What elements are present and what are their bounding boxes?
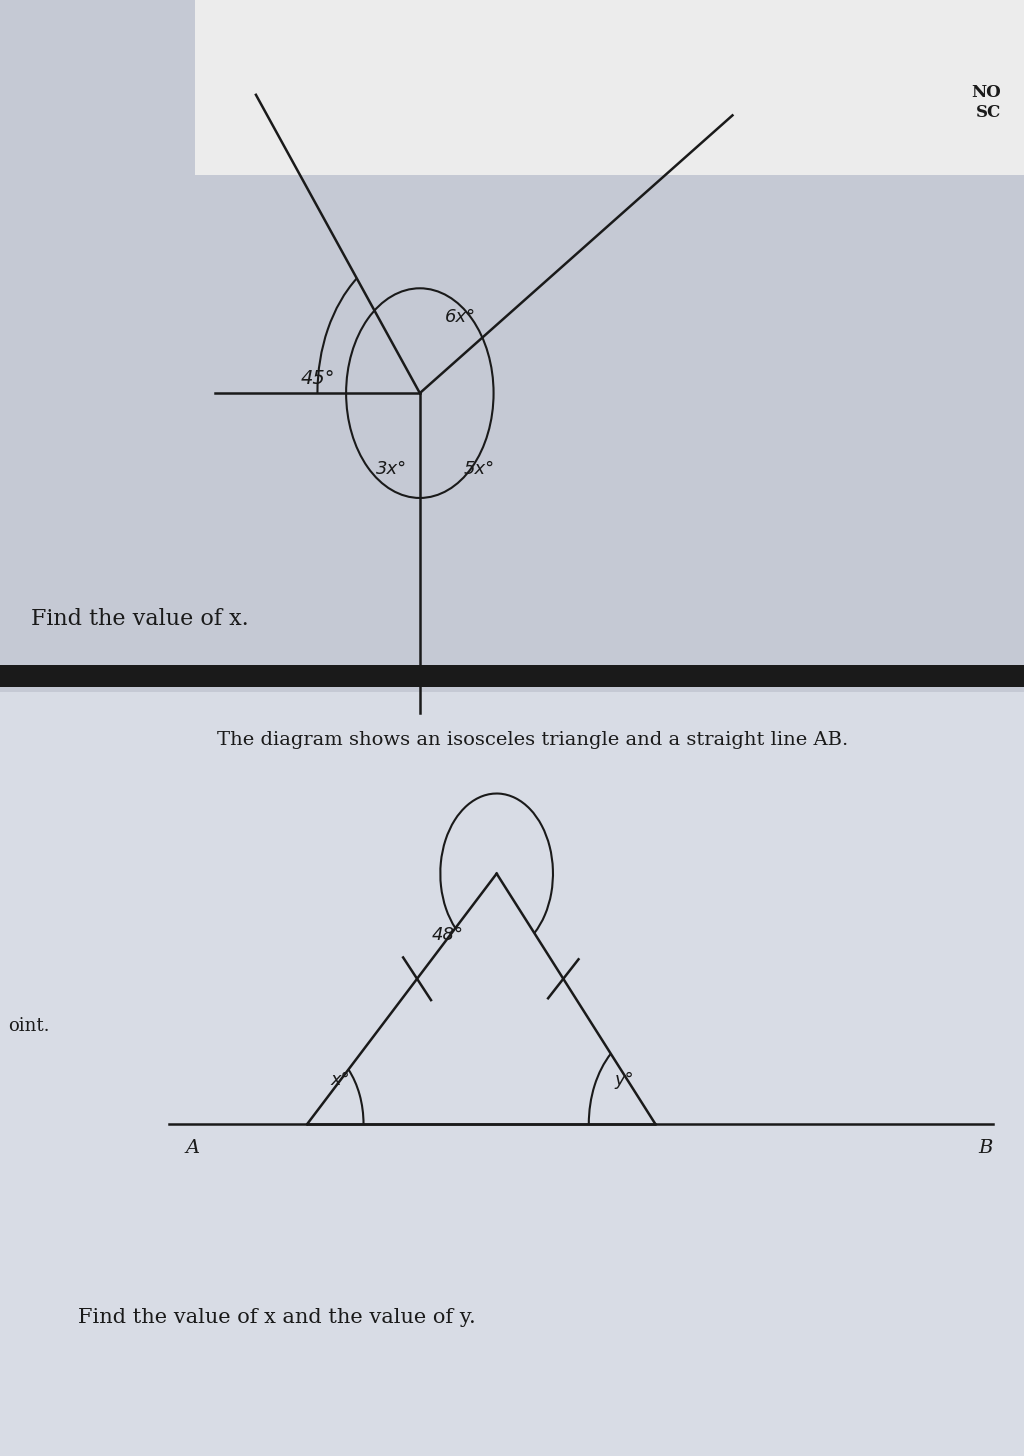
Text: 48°: 48° xyxy=(431,926,464,943)
Text: y°: y° xyxy=(614,1072,635,1089)
Text: A: A xyxy=(185,1139,200,1156)
Text: B: B xyxy=(978,1139,992,1156)
Text: x°: x° xyxy=(330,1072,350,1089)
Text: 6x°: 6x° xyxy=(445,309,476,326)
Bar xyxy=(0,692,1024,1456)
Text: 45°: 45° xyxy=(300,368,335,389)
Text: Find the value of x.: Find the value of x. xyxy=(31,607,249,630)
Text: 5x°: 5x° xyxy=(464,460,495,478)
Bar xyxy=(195,0,1024,175)
Text: Find the value of x and the value of y.: Find the value of x and the value of y. xyxy=(78,1307,475,1328)
Text: oint.: oint. xyxy=(8,1018,50,1035)
Text: NO
SC: NO SC xyxy=(972,84,1001,121)
Text: The diagram shows an isosceles triangle and a straight line AB.: The diagram shows an isosceles triangle … xyxy=(217,731,848,748)
Bar xyxy=(0,665,1024,687)
Text: 3x°: 3x° xyxy=(376,460,407,478)
